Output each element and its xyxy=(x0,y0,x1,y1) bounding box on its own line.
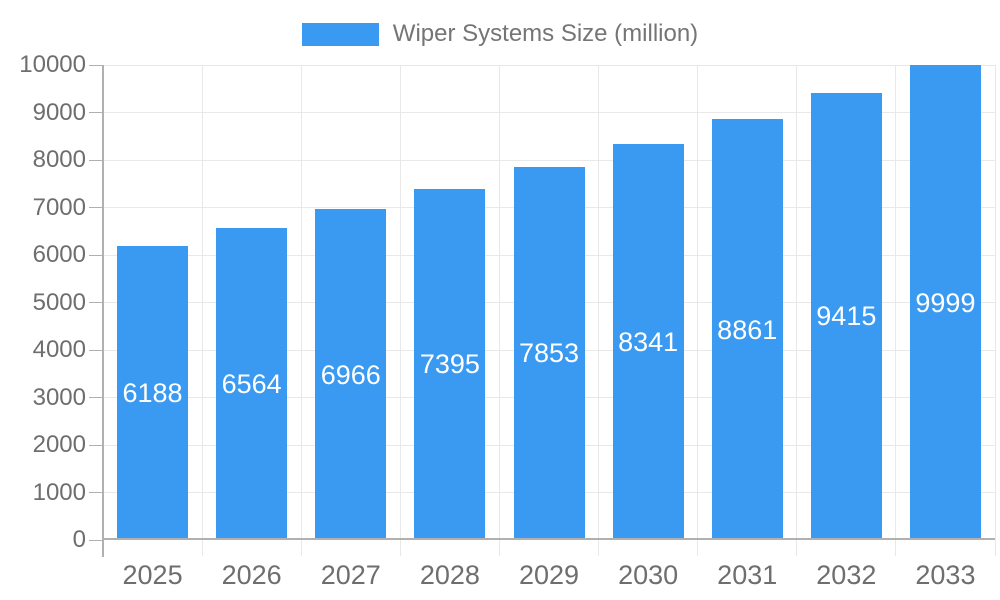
plot-area: 0 1000 2000 3000 4000 5000 6000 7000 8000 9000 100… xyxy=(19,51,996,590)
y-axis-label: 3000 xyxy=(32,383,86,411)
y-gridline xyxy=(103,64,995,66)
x-axis-label: 2032 xyxy=(816,560,877,590)
x-gridline xyxy=(498,65,500,556)
bar-value-label: 6564 xyxy=(221,369,282,400)
y-gridline xyxy=(103,159,995,161)
y-axis-label: 4000 xyxy=(32,336,86,363)
bar-value-label: 8341 xyxy=(618,326,679,357)
x-gridline xyxy=(201,65,203,556)
y-gridline xyxy=(103,112,995,113)
x-gridline xyxy=(399,65,401,556)
bar-2032[interactable] xyxy=(810,92,882,540)
bar-value-label: 6188 xyxy=(122,378,183,409)
bar-2025[interactable] xyxy=(117,246,189,540)
y-tick xyxy=(89,397,103,398)
y-tick xyxy=(89,492,103,493)
bar-2033[interactable] xyxy=(909,65,981,540)
x-axis-line xyxy=(103,538,995,540)
y-axis-label: 2000 xyxy=(32,431,86,458)
y-axis-label: 6000 xyxy=(32,241,86,268)
y-tick xyxy=(89,112,103,113)
bar-value-label: 9415 xyxy=(816,301,877,332)
bar-2028[interactable] xyxy=(414,188,486,540)
x-axis-label: 2031 xyxy=(717,560,778,590)
y-axis-label: 10000 xyxy=(19,51,86,78)
bar-2026[interactable] xyxy=(216,228,288,540)
x-gridline xyxy=(300,65,302,556)
y-axis-label: 0 xyxy=(72,526,86,553)
bar-2030[interactable] xyxy=(612,143,684,540)
bar-value-label: 7853 xyxy=(518,338,580,369)
bar-value-label: 9999 xyxy=(915,287,976,318)
y-axis-label: 7000 xyxy=(32,193,86,221)
bar-value-label: 7395 xyxy=(419,349,480,380)
bar-value-label: 6966 xyxy=(320,359,381,390)
x-gridline xyxy=(796,65,798,556)
y-axis-label: 1000 xyxy=(32,478,86,506)
y-tick xyxy=(89,159,103,161)
y-tick xyxy=(89,207,103,208)
y-tick xyxy=(89,254,103,256)
legend-label: Wiper Systems Size (million) xyxy=(392,20,699,47)
x-axis-label: 2026 xyxy=(221,560,282,590)
y-tick xyxy=(89,302,103,303)
y-tick xyxy=(89,444,103,446)
y-axis-label: 5000 xyxy=(32,288,86,316)
x-axis-label: 2028 xyxy=(419,560,480,590)
bar-value-label: 8861 xyxy=(717,314,778,345)
x-gridline xyxy=(697,65,699,556)
legend-swatch xyxy=(301,22,379,46)
bar-2027[interactable] xyxy=(315,209,387,540)
bar-2029[interactable] xyxy=(513,166,585,540)
y-tick xyxy=(89,64,103,66)
y-axis-line xyxy=(102,65,104,557)
legend[interactable]: Wiper Systems Size (million) xyxy=(0,21,1000,47)
x-axis-label: 2030 xyxy=(618,560,679,590)
x-axis-label: 2029 xyxy=(518,560,580,590)
y-axis-label: 9000 xyxy=(32,98,86,126)
x-axis-label: 2025 xyxy=(122,560,183,590)
x-gridline xyxy=(994,65,996,556)
y-tick xyxy=(89,539,103,541)
y-axis-label: 8000 xyxy=(32,146,86,173)
bar-2031[interactable] xyxy=(711,119,783,540)
x-gridline xyxy=(598,65,600,556)
x-gridline xyxy=(895,65,897,556)
x-axis-label: 2027 xyxy=(320,560,381,590)
y-tick xyxy=(89,349,103,351)
x-axis-label: 2033 xyxy=(915,560,976,590)
